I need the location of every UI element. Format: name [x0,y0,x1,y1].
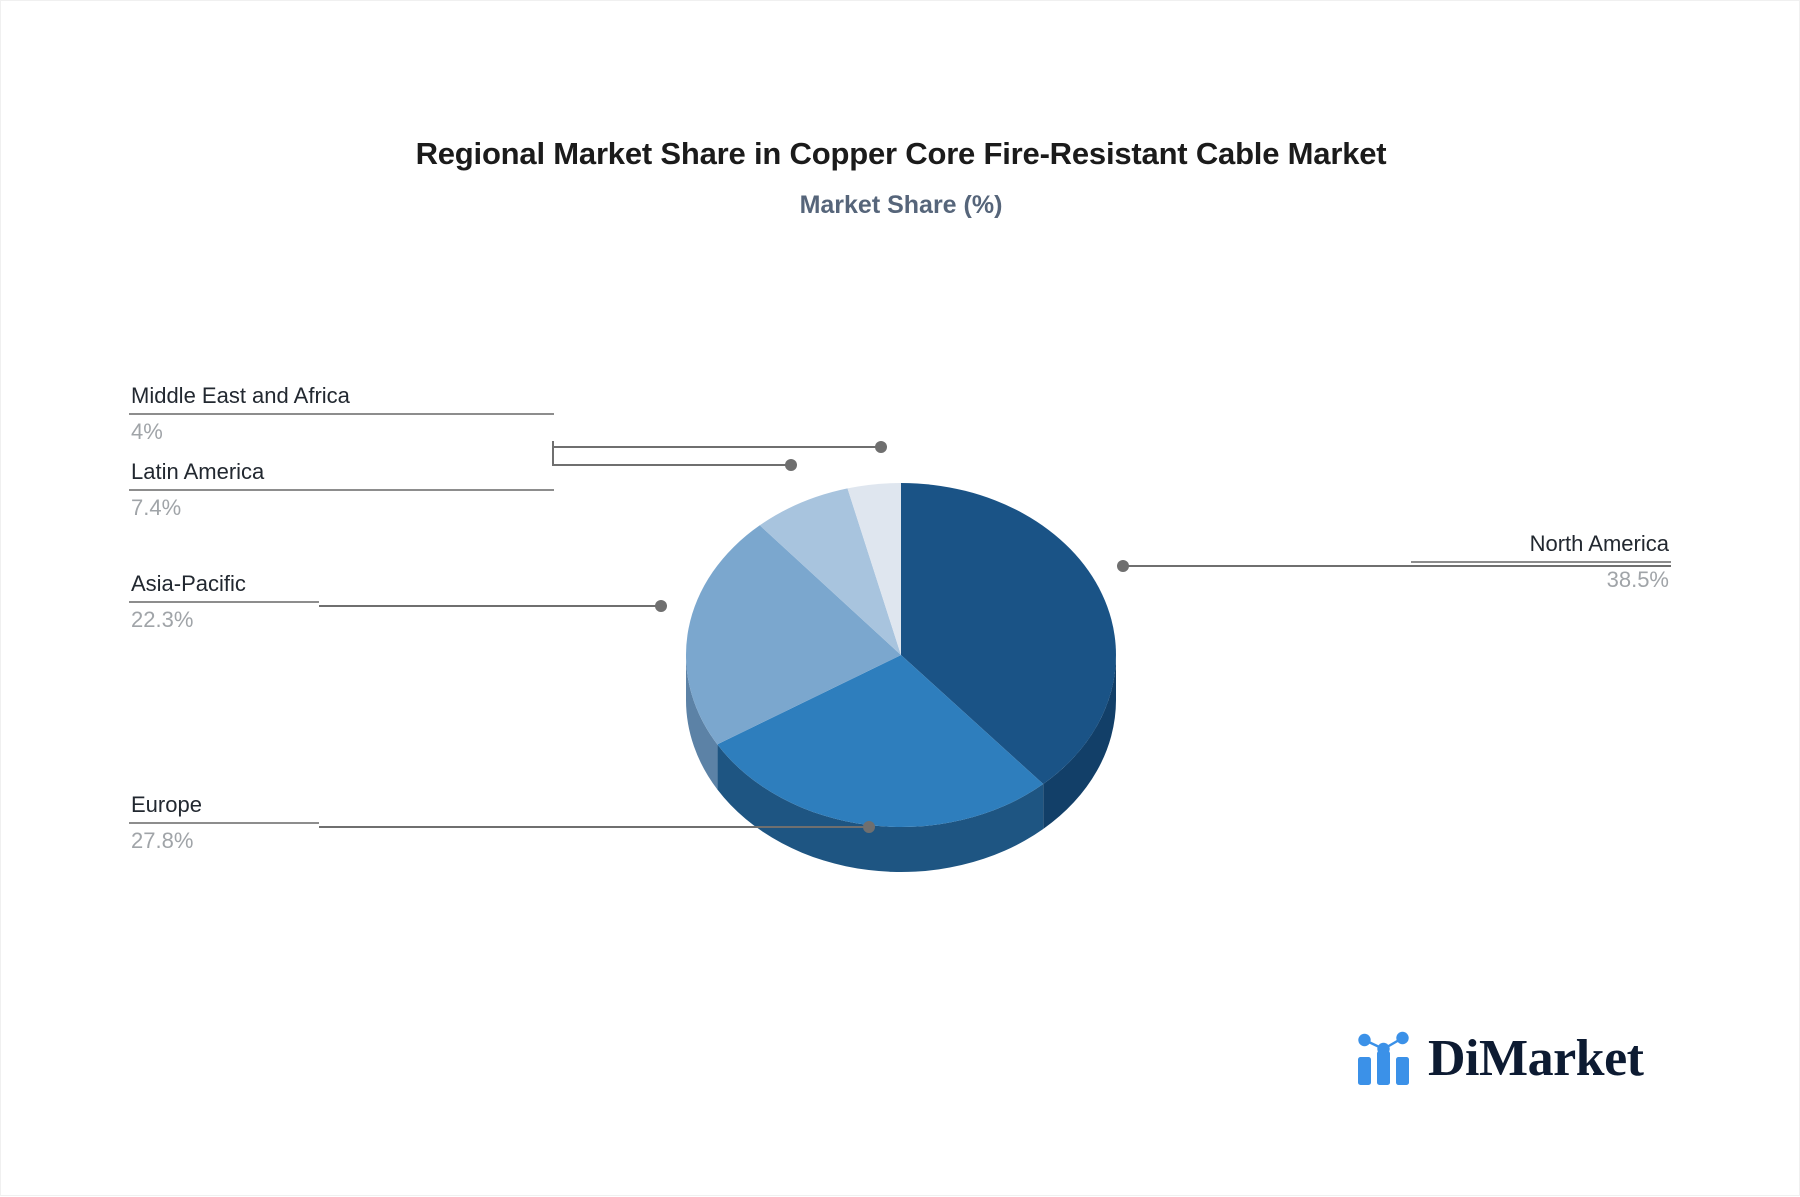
pie-svg [685,483,1116,873]
pie-slice-middle-east-and-africa [847,483,901,655]
chart-subtitle: Market Share (%) [799,191,1003,219]
chart-title: Regional Market Share in Copper Core Fir… [415,136,1387,171]
callout-asia-pacific: Asia-Pacific 22.3% [129,571,319,633]
brand-name: DiMarket [1428,1030,1644,1087]
pie-depth-north-america [1043,655,1116,829]
callout-value-asia-pacific: 22.3% [131,606,194,632]
pie-depth-europe [717,744,1044,873]
callout-label-latin-america: Latin America [131,459,265,484]
bar-chart-icon [1358,1031,1409,1085]
callout-latin-america: Latin America 7.4% [129,459,554,521]
pie-slice-asia-pacific [685,525,901,745]
pie-slice-europe [717,655,1044,828]
callout-rule [129,412,554,415]
callout-value-latin-america: 7.4% [131,494,182,520]
pie-depth [686,655,1116,873]
callout-rule [1411,560,1671,563]
callout-label-europe: Europe [131,792,202,817]
callout-rule [129,600,319,603]
pie-slice-north-america [901,483,1116,784]
brand-logo: DiMarket [1356,1030,1644,1087]
callout-europe: Europe 27.8% [129,792,319,854]
callout-rule [129,488,554,491]
callout-middle-east-africa: Middle East and Africa 4% [129,383,554,445]
callout-label-middle-east-africa: Middle East and Africa [131,383,350,408]
pie-top-face [685,483,1116,828]
pie-depth-asia-pacific [686,655,718,790]
callout-rule [129,821,319,824]
pie-chart [571,371,1231,931]
callout-value-europe: 27.8% [131,827,194,853]
callout-label-north-america: North America [1529,531,1669,556]
callout-value-north-america: 38.5% [1606,566,1669,592]
pie-slice-latin-america [759,488,901,655]
callout-label-asia-pacific: Asia-Pacific [131,571,246,596]
callout-value-middle-east-africa: 4% [131,418,163,444]
callout-north-america: North America 38.5% [1411,531,1671,593]
